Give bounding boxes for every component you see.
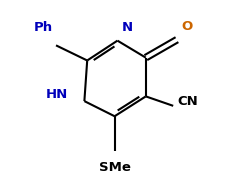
Text: HN: HN	[46, 88, 68, 101]
Text: N: N	[121, 21, 132, 34]
Text: SMe: SMe	[99, 161, 130, 174]
Text: CN: CN	[177, 95, 198, 108]
Text: Ph: Ph	[34, 21, 53, 34]
Text: O: O	[182, 20, 193, 33]
